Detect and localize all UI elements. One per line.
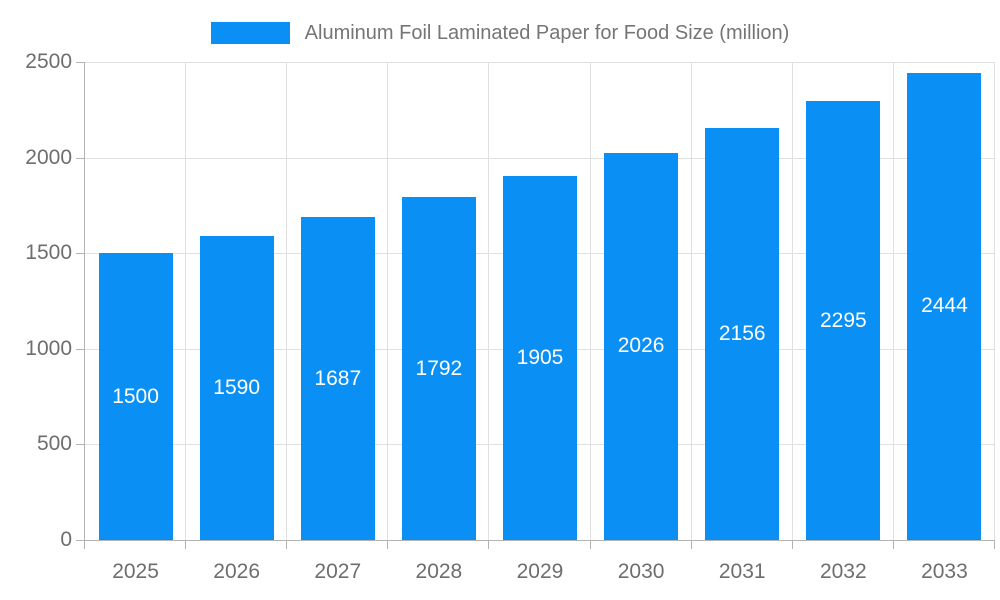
- gridline-vertical: [690, 62, 692, 540]
- bar-value-label: 1905: [516, 345, 564, 369]
- y-axis-tick: [76, 253, 85, 255]
- x-tick-label: 2032: [819, 560, 867, 583]
- y-tick-label: 2000: [25, 145, 72, 169]
- x-tick-label: 2027: [314, 560, 362, 583]
- y-tick-label: 0: [60, 528, 72, 551]
- bar: 2026: [604, 152, 679, 540]
- x-axis-line: [85, 540, 995, 541]
- bar-value-label: 1792: [415, 356, 463, 380]
- bar-value-label: 1500: [112, 384, 159, 408]
- bar: 1792: [401, 197, 476, 540]
- gridline-horizontal: [85, 157, 995, 159]
- bar-value-label: 2026: [617, 334, 665, 358]
- gridline-vertical: [892, 62, 894, 540]
- bar: 2156: [705, 127, 780, 540]
- bar-value-label: 2156: [718, 321, 766, 345]
- gridline-vertical: [589, 62, 591, 540]
- x-axis-tick: [84, 540, 85, 549]
- bar: 1500: [98, 253, 173, 540]
- bar: 2444: [907, 72, 982, 540]
- x-axis-tick: [892, 540, 894, 549]
- x-tick-label: 2025: [112, 560, 159, 583]
- plot-area: 1500 1590 1687 1792 1905 2026 2156 2295 2444: [85, 62, 995, 540]
- gridline-vertical: [185, 62, 187, 540]
- x-tick-label: 2026: [213, 560, 261, 583]
- y-tick-label: 1000: [25, 336, 72, 360]
- x-tick-label: 2033: [921, 560, 968, 583]
- y-axis-tick: [76, 348, 85, 350]
- gridline-vertical: [791, 62, 793, 540]
- bar-value-label: 1687: [314, 366, 362, 390]
- bar: 2295: [806, 101, 881, 540]
- bar: 1905: [503, 175, 577, 540]
- y-tick-label: 1500: [25, 241, 72, 265]
- x-axis-tick: [286, 540, 288, 549]
- legend-item[interactable]: Aluminum Foil Laminated Paper for Food S…: [0, 22, 1000, 44]
- bar-value-label: 2444: [921, 294, 968, 318]
- x-axis-tick: [589, 540, 591, 549]
- y-tick-label: 500: [36, 432, 72, 456]
- gridline-vertical: [488, 62, 490, 540]
- y-axis-line: [84, 62, 85, 549]
- x-tick-label: 2030: [617, 560, 665, 583]
- bar-value-label: 2295: [819, 308, 867, 332]
- x-axis-tick: [387, 540, 389, 549]
- gridline-horizontal: [85, 62, 995, 63]
- y-tick-label: 2500: [25, 50, 72, 73]
- gridline-vertical: [387, 62, 389, 540]
- y-axis-tick: [76, 444, 85, 446]
- x-axis-tick: [994, 540, 995, 549]
- gridline-vertical: [994, 62, 995, 540]
- x-axis-tick: [690, 540, 692, 549]
- x-axis-tick: [791, 540, 793, 549]
- bar: 1590: [199, 236, 274, 540]
- y-axis-tick: [76, 540, 85, 541]
- y-axis-tick: [76, 62, 85, 63]
- legend-label: Aluminum Foil Laminated Paper for Food S…: [304, 22, 790, 44]
- y-axis-tick: [76, 157, 85, 159]
- x-axis-tick: [185, 540, 187, 549]
- bar: 1687: [300, 217, 375, 540]
- legend-swatch: [210, 22, 290, 44]
- gridline-vertical: [286, 62, 288, 540]
- x-tick-label: 2029: [516, 560, 564, 583]
- x-tick-label: 2031: [718, 560, 766, 583]
- bar-value-label: 1590: [213, 376, 261, 399]
- x-tick-label: 2028: [415, 560, 463, 583]
- x-axis-tick: [488, 540, 490, 549]
